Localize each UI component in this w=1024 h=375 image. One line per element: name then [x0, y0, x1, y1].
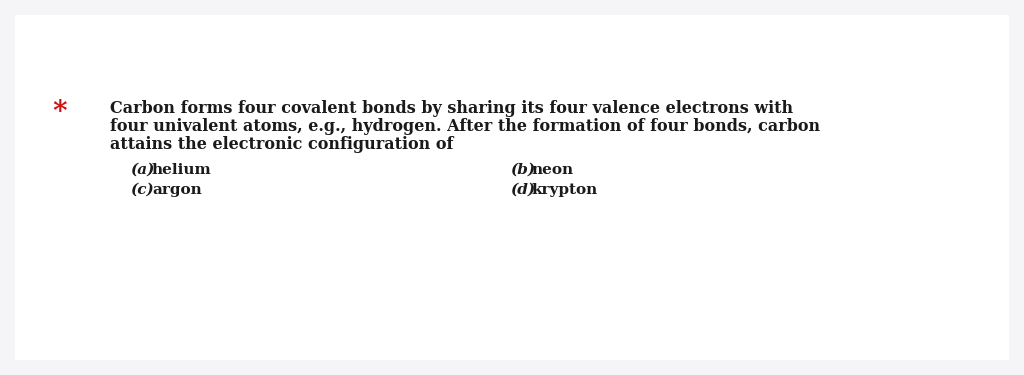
Text: four univalent atoms, e.g., hydrogen. After the formation of four bonds, carbon: four univalent atoms, e.g., hydrogen. Af… — [110, 118, 820, 135]
Text: Carbon forms four covalent bonds by sharing its four valence electrons with: Carbon forms four covalent bonds by shar… — [110, 100, 794, 117]
Text: *: * — [52, 99, 68, 126]
Text: (c): (c) — [130, 183, 154, 197]
Text: neon: neon — [532, 163, 574, 177]
Text: krypton: krypton — [532, 183, 598, 197]
Text: helium: helium — [152, 163, 212, 177]
Text: (a): (a) — [130, 163, 155, 177]
Text: attains the electronic configuration of: attains the electronic configuration of — [110, 136, 454, 153]
Text: (d): (d) — [510, 183, 536, 197]
Text: argon: argon — [152, 183, 202, 197]
Text: (b): (b) — [510, 163, 536, 177]
